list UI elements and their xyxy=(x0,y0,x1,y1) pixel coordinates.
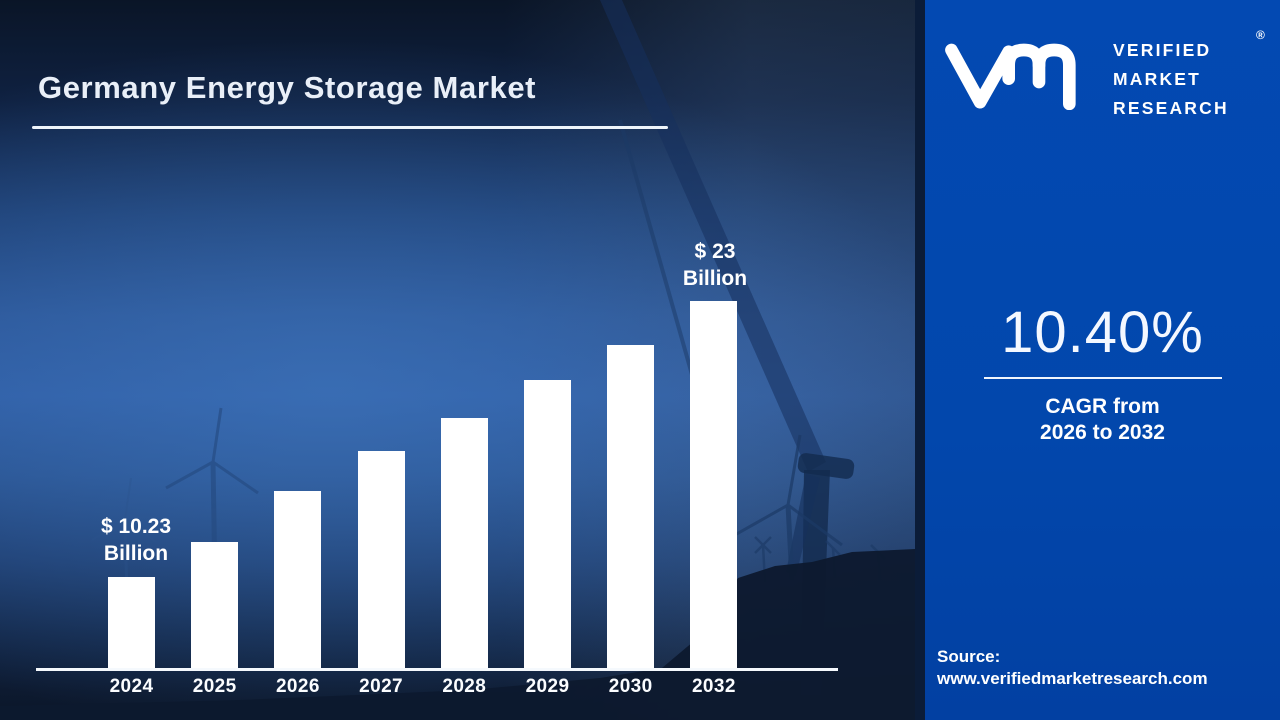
x-tick-2029: 2029 xyxy=(525,676,570,697)
first-bar-value-label: $ 10.23 Billion xyxy=(100,515,172,565)
bar-2027 xyxy=(357,451,405,668)
bar-2024 xyxy=(108,577,155,668)
cagr-value: 10.40% xyxy=(1001,300,1204,365)
panel-divider xyxy=(915,0,925,720)
x-tick-2024: 2024 xyxy=(109,676,154,697)
title-underline xyxy=(32,126,668,129)
bar-2028 xyxy=(440,418,488,668)
page-title: Germany Energy Storage Market xyxy=(38,70,537,105)
brand-wordmark: VERIFIED MARKET RESEARCH xyxy=(1113,36,1229,123)
source-label: Source: xyxy=(937,647,1001,666)
source-url: www.verifiedmarketresearch.com xyxy=(937,669,1208,688)
x-tick-2025: 2025 xyxy=(192,676,237,697)
x-tick-2027: 2027 xyxy=(359,676,404,697)
bar-2025 xyxy=(191,542,239,668)
x-tick-2030: 2030 xyxy=(608,676,653,697)
x-tick-2028: 2028 xyxy=(442,676,487,697)
registered-trademark-symbol: ® xyxy=(1256,28,1265,42)
cagr-underline xyxy=(983,376,1222,379)
source-block: Source: www.verifiedmarketresearch.com xyxy=(937,646,1208,690)
cagr-block: 10.40% CAGR from 2026 to 2032 xyxy=(925,300,1280,446)
bar-2030 xyxy=(607,345,655,668)
brand-line: VERIFIED xyxy=(1113,40,1212,60)
brand-line: MARKET xyxy=(1113,69,1202,89)
vmr-monogram-icon xyxy=(945,43,1076,110)
chart-pane: Germany Energy Storage Market 2024 2025 20… xyxy=(0,0,915,720)
cagr-caption: CAGR from 2026 to 2032 xyxy=(1040,394,1165,444)
bar-2032 xyxy=(690,301,738,668)
hills-silhouette xyxy=(0,549,915,720)
x-axis-line xyxy=(36,668,838,671)
info-panel: VERIFIED MARKET RESEARCH ® 10.40% CAGR f… xyxy=(925,0,1280,720)
brand-line: RESEARCH xyxy=(1113,98,1229,118)
x-tick-2026: 2026 xyxy=(275,676,320,697)
last-bar-value-label: $ 23 Billion xyxy=(682,240,748,290)
bar-2026 xyxy=(274,491,322,668)
x-tick-2032: 2032 xyxy=(691,676,736,697)
bar-2029 xyxy=(524,380,571,668)
bar-chart: 2024 2025 2026 2027 2028 2029 2030 2032 $ 10.23… xyxy=(36,240,838,697)
wind-turbine-silhouette xyxy=(618,119,704,411)
